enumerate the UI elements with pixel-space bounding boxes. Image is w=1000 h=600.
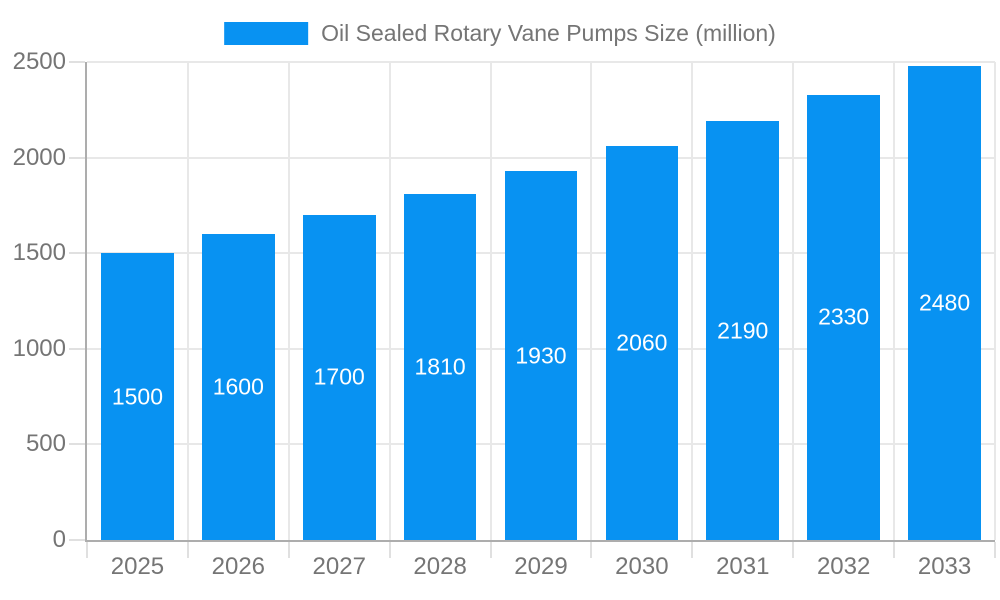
y-axis-tick [69, 539, 85, 541]
x-axis-label: 2027 [312, 553, 366, 580]
bar-value-label: 1930 [515, 342, 567, 368]
x-axis-label: 2033 [917, 553, 972, 580]
v-gridline [388, 62, 391, 540]
x-axis-label: 2030 [615, 553, 669, 580]
v-gridline [893, 62, 896, 540]
x-axis-tick [287, 542, 290, 558]
v-gridline [590, 62, 593, 540]
y-axis-tick [69, 347, 85, 350]
v-gridline [994, 62, 996, 540]
x-axis-tick [489, 542, 492, 558]
y-axis-tick [69, 156, 85, 159]
bar-value-label: 1600 [212, 373, 264, 400]
v-gridline [287, 62, 290, 540]
y-axis-label: 1000 [12, 334, 66, 362]
v-gridline [186, 62, 189, 540]
x-axis-tick [590, 542, 593, 558]
v-gridline [691, 62, 694, 540]
x-axis-tick [186, 542, 189, 558]
bar-2030[interactable]: 2060 [605, 146, 679, 540]
y-axis-label: 2500 [12, 48, 66, 75]
bar-2027[interactable]: 1700 [302, 214, 376, 540]
x-axis-tick [388, 542, 391, 558]
y-axis-tick [69, 61, 85, 63]
y-axis-label: 500 [25, 430, 66, 458]
x-axis-tick [994, 542, 996, 558]
v-gridline [792, 62, 795, 540]
x-axis-label: 2032 [816, 553, 871, 580]
bar-value-label: 1500 [111, 383, 163, 410]
h-gridline [87, 61, 995, 63]
x-axis-label: 2026 [211, 553, 266, 580]
bar-value-label: 2330 [818, 303, 870, 330]
v-gridline [489, 62, 492, 540]
bar-2029[interactable]: 1930 [504, 170, 578, 540]
bar-value-label: 1700 [313, 363, 365, 390]
bar-2028[interactable]: 1810 [403, 193, 477, 540]
legend-swatch [224, 22, 309, 45]
h-gridline [87, 156, 995, 159]
bar-value-label: 1810 [414, 353, 466, 380]
bar-value-label: 2190 [717, 317, 769, 344]
x-axis-label: 2031 [716, 553, 770, 580]
legend-label: Oil Sealed Rotary Vane Pumps Size (milli… [321, 20, 776, 46]
x-axis-label: 2025 [110, 553, 165, 580]
y-axis-label: 0 [52, 526, 66, 553]
bar-2031[interactable]: 2190 [706, 121, 780, 540]
bar-2032[interactable]: 2330 [807, 94, 880, 540]
x-axis-tick [691, 542, 694, 558]
x-axis-tick [86, 542, 88, 558]
bar-2025[interactable]: 1500 [101, 253, 174, 540]
y-axis-tick [69, 252, 85, 255]
y-axis-label: 1500 [12, 239, 66, 267]
plot-area: 0 500 1000 1500 2000 2500 1500 2025 1600 2026 1700… [13, 50, 996, 579]
y-axis-label: 2000 [12, 143, 66, 171]
x-axis-tick [893, 542, 896, 558]
x-axis-label: 2028 [413, 553, 467, 580]
x-axis-label: 2029 [514, 553, 568, 580]
x-axis-tick [792, 542, 795, 558]
bar-value-label: 2480 [918, 289, 971, 316]
y-axis-tick [69, 443, 85, 446]
bar-value-label: 2060 [616, 329, 668, 356]
legend[interactable]: Oil Sealed Rotary Vane Pumps Size (milli… [224, 22, 776, 45]
bar-2026[interactable]: 1600 [202, 234, 275, 540]
bar-2033[interactable]: 2480 [908, 65, 981, 540]
